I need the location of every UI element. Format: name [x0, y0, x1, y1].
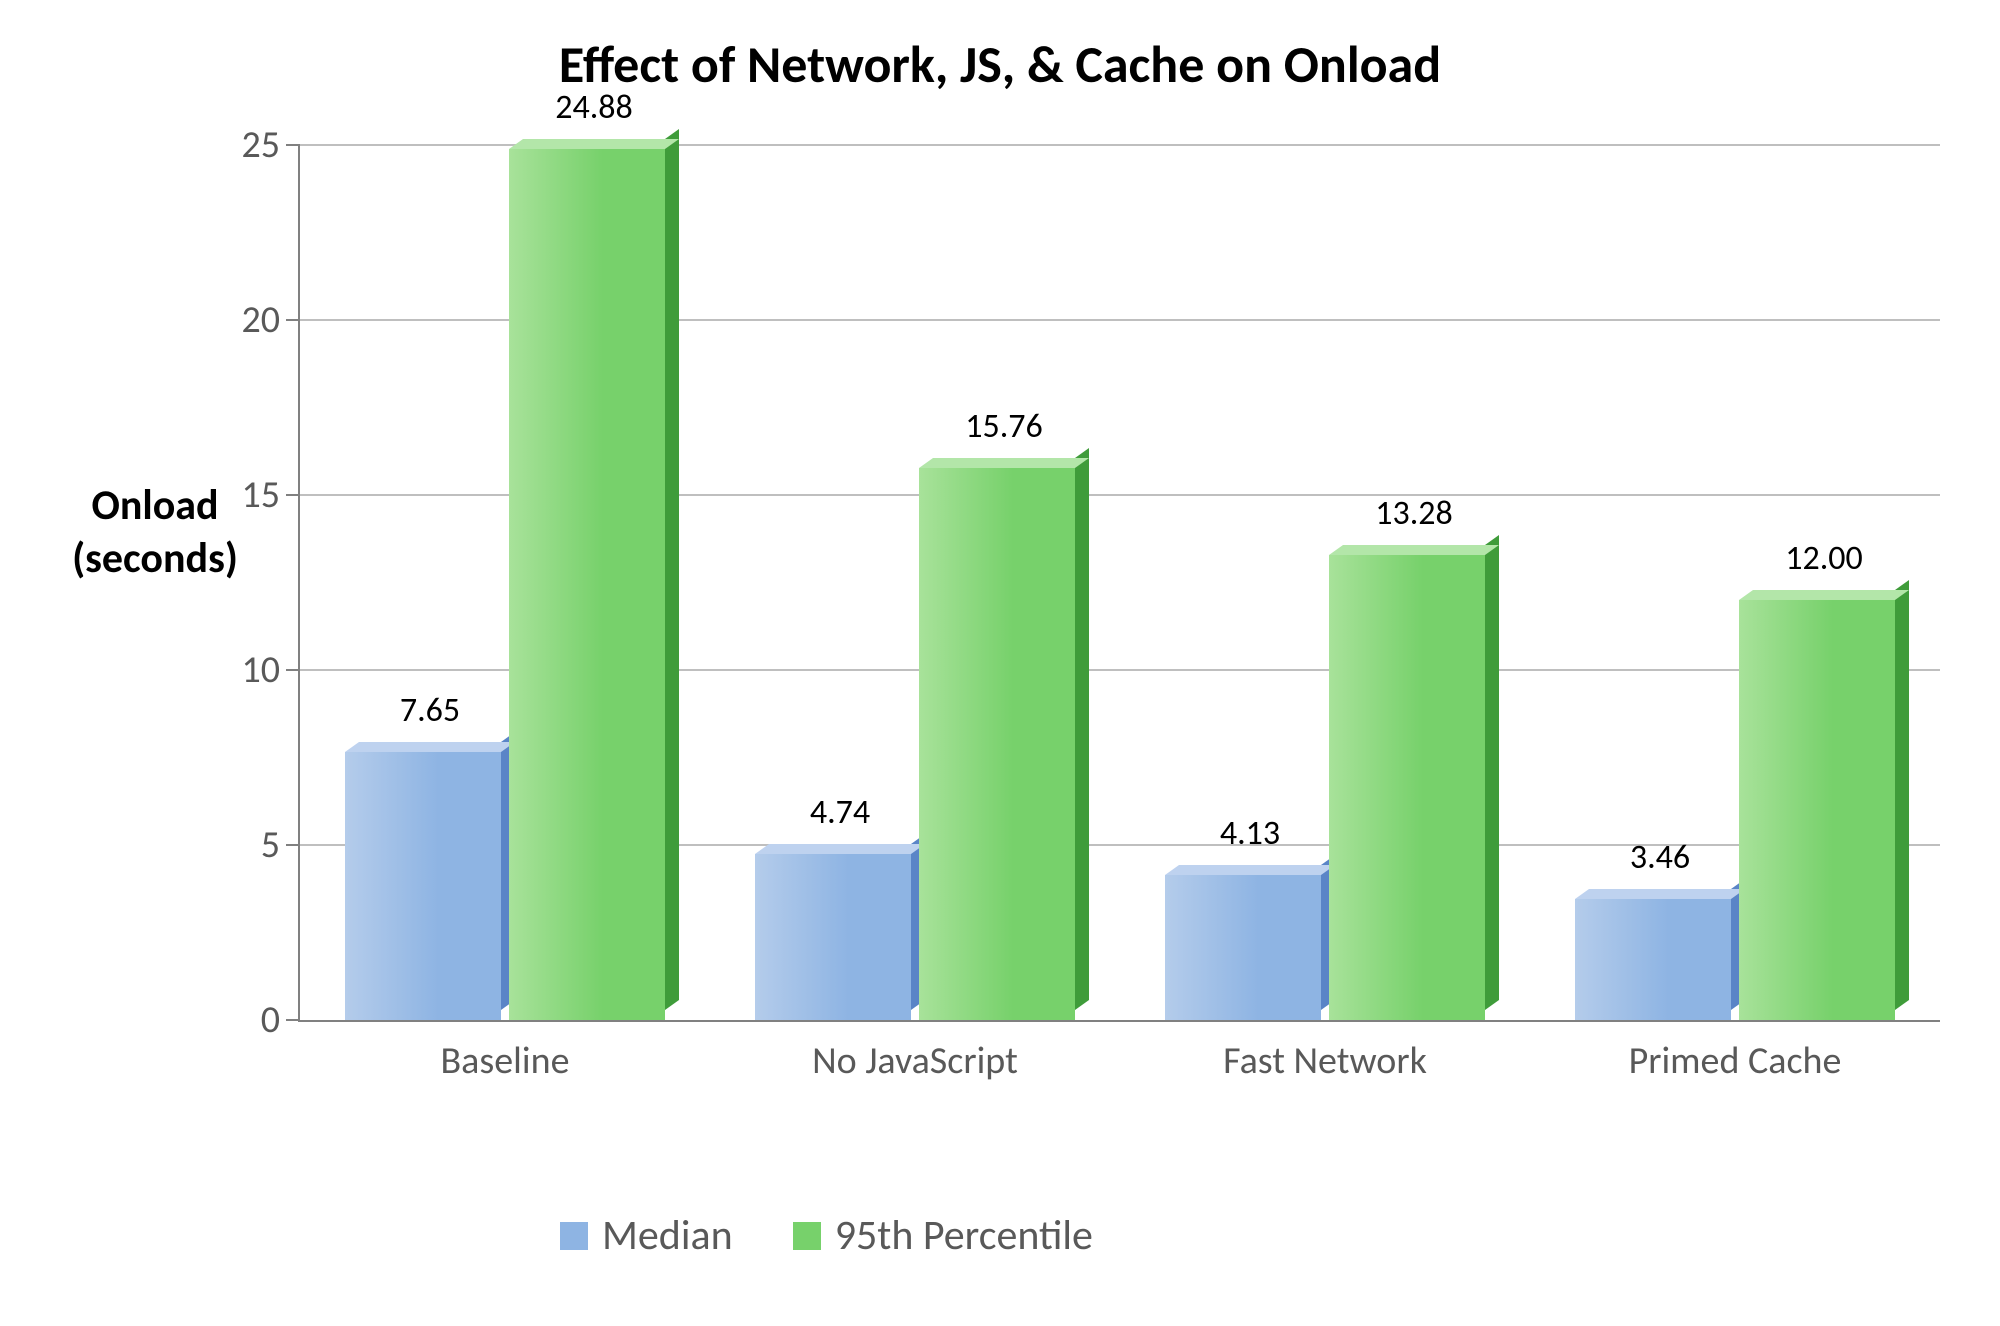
bar-top	[919, 458, 1089, 468]
y-tick-label: 20	[220, 297, 280, 343]
y-tick-mark	[286, 669, 300, 671]
category-label: Baseline	[441, 1038, 570, 1084]
bar-top	[1575, 889, 1745, 899]
bar-top	[509, 139, 679, 149]
bar-value-label: 13.28	[1375, 493, 1453, 534]
y-tick-mark	[286, 144, 300, 146]
bar-top	[1739, 590, 1909, 600]
y-tick-mark	[286, 844, 300, 846]
y-axis-title-line1: Onload	[91, 480, 218, 531]
bar	[755, 854, 911, 1020]
legend-item: 95th Percentile	[793, 1210, 1093, 1261]
y-tick-label: 0	[220, 997, 280, 1043]
bar-face	[1739, 600, 1895, 1020]
bar	[1575, 899, 1731, 1020]
chart-root: Effect of Network, JS, & Cache on Onload…	[0, 0, 2000, 1326]
y-tick-label: 10	[220, 647, 280, 693]
bar-value-label: 3.46	[1630, 837, 1690, 878]
bar-side	[1075, 448, 1089, 1010]
category-label: Primed Cache	[1629, 1038, 1842, 1084]
legend-label: Median	[602, 1210, 733, 1261]
legend-item: Median	[560, 1210, 733, 1261]
bar-side	[1485, 535, 1499, 1010]
x-axis-line	[298, 1020, 1940, 1022]
y-tick-mark	[286, 319, 300, 321]
bar	[1329, 555, 1485, 1020]
bar-face	[919, 468, 1075, 1020]
y-tick-label: 15	[220, 472, 280, 518]
bar	[1165, 875, 1321, 1020]
y-tick-label: 25	[220, 122, 280, 168]
chart-title: Effect of Network, JS, & Cache on Onload	[0, 32, 2000, 96]
y-tick-mark	[286, 494, 300, 496]
legend-swatch	[560, 1222, 588, 1250]
bar-value-label: 12.00	[1785, 538, 1863, 579]
bar-value-label: 15.76	[965, 406, 1043, 447]
bar-top	[755, 844, 925, 854]
bar-top	[345, 742, 515, 752]
bar	[509, 149, 665, 1020]
legend: Median 95th Percentile	[560, 1210, 1093, 1261]
bar-face	[755, 854, 911, 1020]
bar-face	[1165, 875, 1321, 1020]
legend-label: 95th Percentile	[835, 1210, 1093, 1261]
bar-top	[1329, 545, 1499, 555]
y-axis-line	[298, 145, 300, 1022]
bar-face	[509, 149, 665, 1020]
bar-value-label: 4.13	[1220, 813, 1280, 854]
category-label: Fast Network	[1223, 1038, 1427, 1084]
bar-side	[665, 129, 679, 1010]
bar-value-label: 24.88	[555, 87, 633, 128]
bar	[345, 752, 501, 1020]
bar-side	[1895, 580, 1909, 1010]
bar-value-label: 7.65	[400, 690, 460, 731]
bar	[919, 468, 1075, 1020]
plot-area	[300, 145, 1940, 1020]
y-tick-label: 5	[220, 822, 280, 868]
y-tick-mark	[286, 1019, 300, 1021]
bar	[1739, 600, 1895, 1020]
legend-swatch	[793, 1222, 821, 1250]
bar-value-label: 4.74	[810, 792, 870, 833]
bar-face	[1329, 555, 1485, 1020]
bar-face	[345, 752, 501, 1020]
bar-top	[1165, 865, 1335, 875]
category-label: No JavaScript	[812, 1038, 1018, 1084]
y-axis-title-line2: (seconds)	[72, 533, 238, 584]
bar-face	[1575, 899, 1731, 1020]
